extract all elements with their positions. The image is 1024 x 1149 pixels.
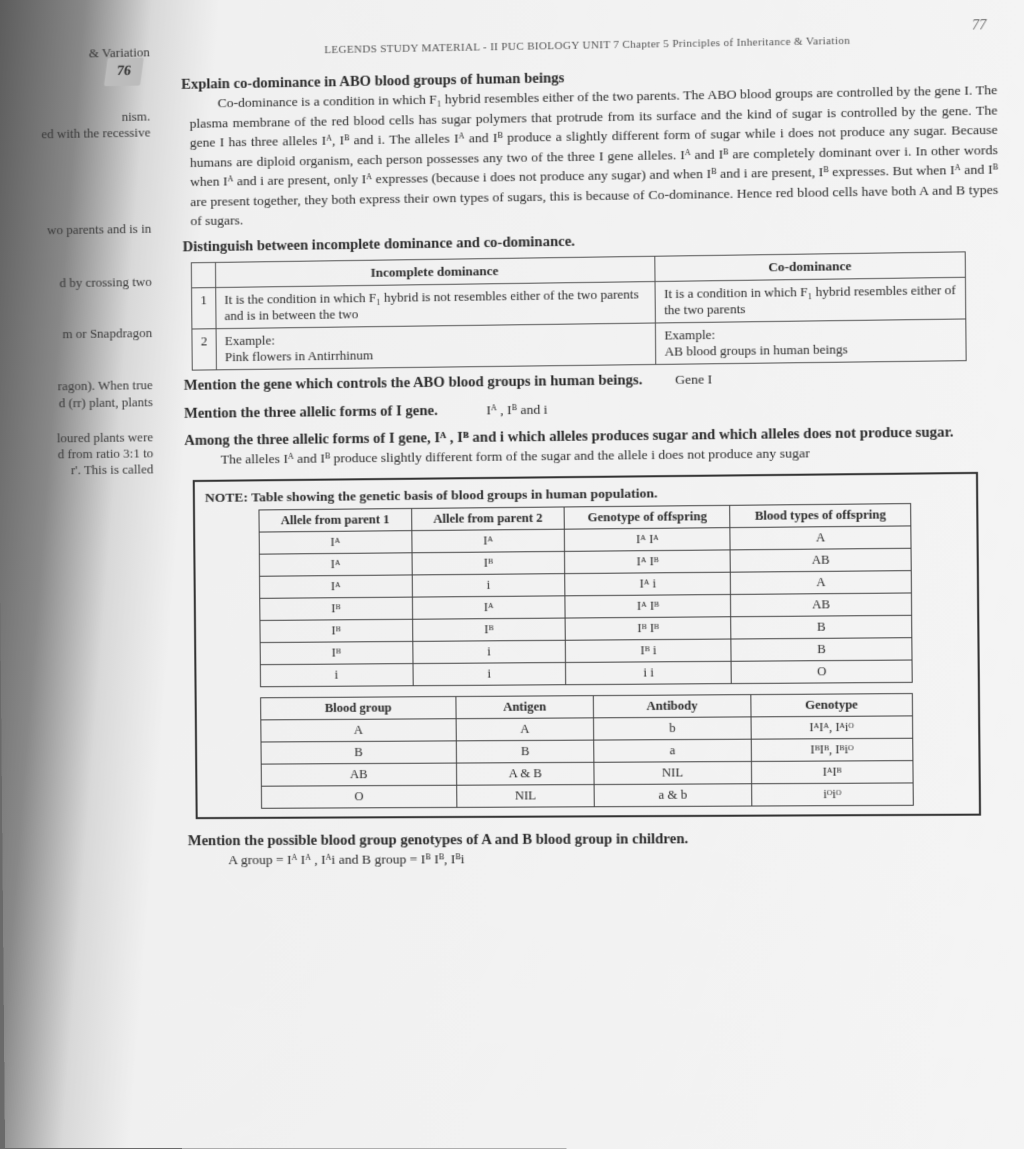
answer-6: A group = Iᴬ Iᴬ , Iᴬi and B group = Iᴮ I… [228, 849, 1004, 868]
blood-group-table: Blood group Antigen Antibody Genotype AA… [260, 693, 914, 809]
table-row: ONILa & biᴼiᴼ [261, 782, 913, 807]
frag: d by crossing two [59, 273, 152, 292]
frag: m or Snapdragon [62, 324, 152, 343]
frag: wo parents and is in [47, 220, 151, 240]
col-header: Genotype [751, 693, 913, 716]
col-header: Allele from parent 2 [411, 506, 564, 530]
note-title: NOTE: Table showing the genetic basis of… [205, 482, 966, 506]
answer-1: Co-dominance is a condition in which F₁ … [189, 80, 998, 231]
col-header: Allele from parent 1 [259, 508, 412, 532]
table-cell: It is a condition in which F₁ hybrid res… [655, 277, 966, 323]
frag: d (rr) plant, plants [59, 393, 153, 412]
running-header: LEGENDS STUDY MATERIAL - II PUC BIOLOGY … [181, 32, 997, 59]
left-cutoff-text: & Variation nism. ed with the recessive … [0, 0, 165, 1148]
table-row: ABA & BNILIᴬIᴮ [261, 760, 913, 786]
question-3: Mention the gene which controls the ABO … [184, 372, 643, 394]
abo-genetic-table: Allele from parent 1 Allele from parent … [258, 503, 912, 687]
table-cell: Example: Pink flowers in Antirrhinum [216, 323, 656, 370]
question-6: Mention the possible blood group genotyp… [188, 829, 1004, 849]
question-4: Mention the three allelic forms of I gen… [184, 403, 438, 422]
answer-4: Iᴬ , Iᴮ and i [486, 402, 547, 418]
col-header: Blood group [261, 696, 457, 719]
col-header: Antibody [593, 694, 750, 717]
col-header: Blood types of offspring [730, 503, 911, 527]
note-box: NOTE: Table showing the genetic basis of… [193, 471, 981, 818]
frag: & Variation [89, 43, 150, 62]
frag: ed with the recessive [41, 123, 150, 143]
table-row: iii iO [260, 660, 912, 687]
table-cell: Example: AB blood groups in human beings [656, 319, 967, 364]
main-content: 77 LEGENDS STUDY MATERIAL - II PUC BIOLO… [181, 32, 1004, 868]
frag: r'. This is called [71, 460, 154, 479]
col-header: Genotype of offspring [564, 505, 730, 529]
page: 76 & Variation nism. ed with the recessi… [0, 0, 1024, 1149]
col-header: Antigen [456, 695, 594, 718]
distinguish-table: Incomplete dominance Co-dominance 1 It i… [191, 251, 967, 370]
page-number-right: 77 [972, 18, 987, 35]
table-cell: It is the condition in which F₁ hybrid i… [216, 281, 656, 328]
answer-3: Gene I [675, 371, 712, 387]
